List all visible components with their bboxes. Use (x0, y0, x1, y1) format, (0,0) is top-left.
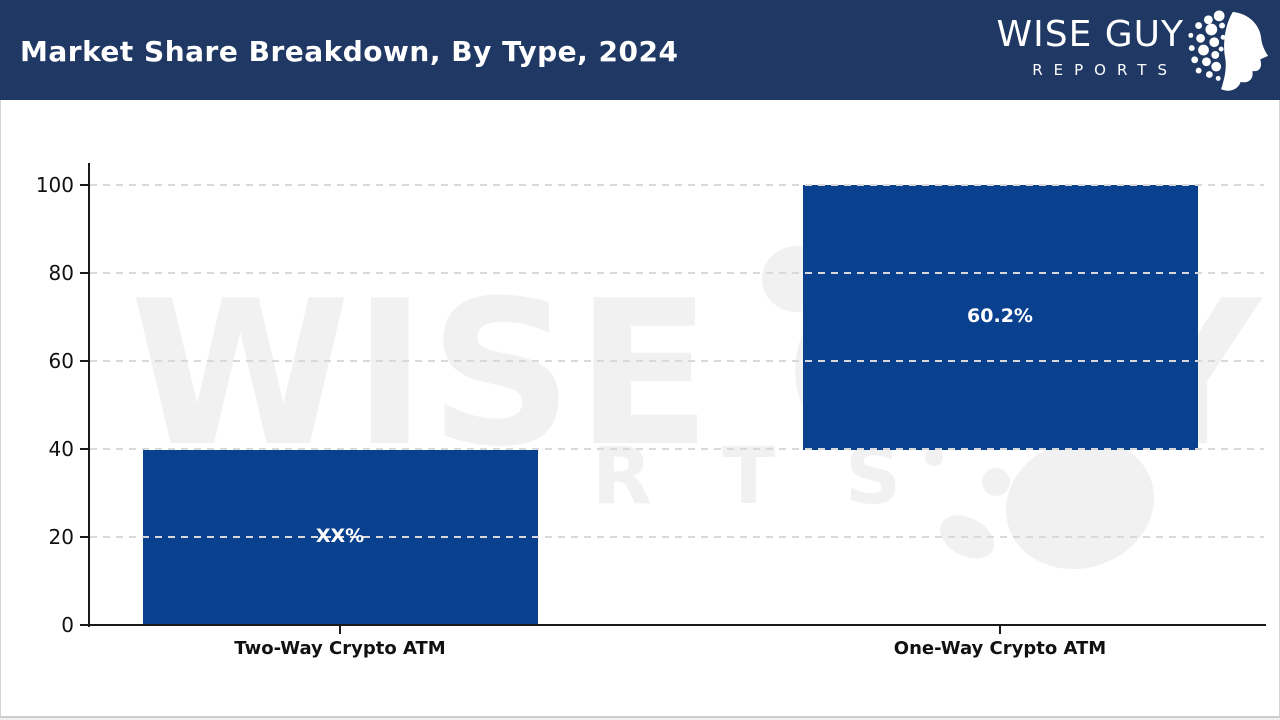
gridline-60 (90, 360, 1264, 362)
y-tick-80 (80, 272, 88, 274)
header-bar: Market Share Breakdown, By Type, 2024 WI… (0, 0, 1280, 100)
logo-face-icon (1188, 10, 1269, 91)
y-tick-40 (80, 448, 88, 450)
x-category-label-2: One-Way Crypto ATM (893, 638, 1107, 659)
x-category-label-1: Two-Way Crypto ATM (234, 638, 446, 659)
gridline-20 (90, 536, 1264, 538)
y-tick-label-100: 100 (35, 173, 74, 197)
frame-border-bottom-edge (0, 718, 1280, 720)
y-tick-label-40: 40 (48, 437, 74, 461)
y-tick-label-20: 20 (48, 525, 74, 549)
y-tick-label-80: 80 (48, 261, 74, 285)
bar-value-label-1: XX% (315, 525, 365, 548)
y-tick-100 (80, 184, 88, 186)
logo-wordmark: WISE GUY (996, 14, 1184, 55)
bar-2 (802, 185, 1198, 450)
x-axis-line (88, 624, 1266, 626)
y-tick-label-0: 0 (61, 613, 74, 637)
gridline-80 (90, 272, 1264, 274)
gridline-40 (90, 448, 1264, 450)
page-title: Market Share Breakdown, By Type, 2024 (20, 35, 679, 68)
bar-chart: XX% 60.2% 0 20 40 60 80 100 Two-Way Crypto ATM On… (0, 100, 1280, 716)
y-tick-60 (80, 360, 88, 362)
watermark-dot (982, 468, 1010, 496)
y-tick-0 (80, 624, 88, 626)
y-tick-20 (80, 536, 88, 538)
x-tick-1 (339, 626, 341, 634)
logo-subtitle: REPORTS (1032, 61, 1178, 79)
watermark-dot (925, 448, 943, 466)
x-tick-2 (999, 626, 1001, 634)
y-tick-label-60: 60 (48, 349, 74, 373)
frame-border-bottom (0, 716, 1280, 718)
frame-border-left (0, 100, 1, 720)
wise-guy-logo: WISE GUY REPORTS (990, 6, 1270, 96)
bar-value-label-2: 60.2% (967, 305, 1033, 328)
gridline-100 (90, 184, 1264, 186)
y-axis-line (88, 163, 90, 627)
